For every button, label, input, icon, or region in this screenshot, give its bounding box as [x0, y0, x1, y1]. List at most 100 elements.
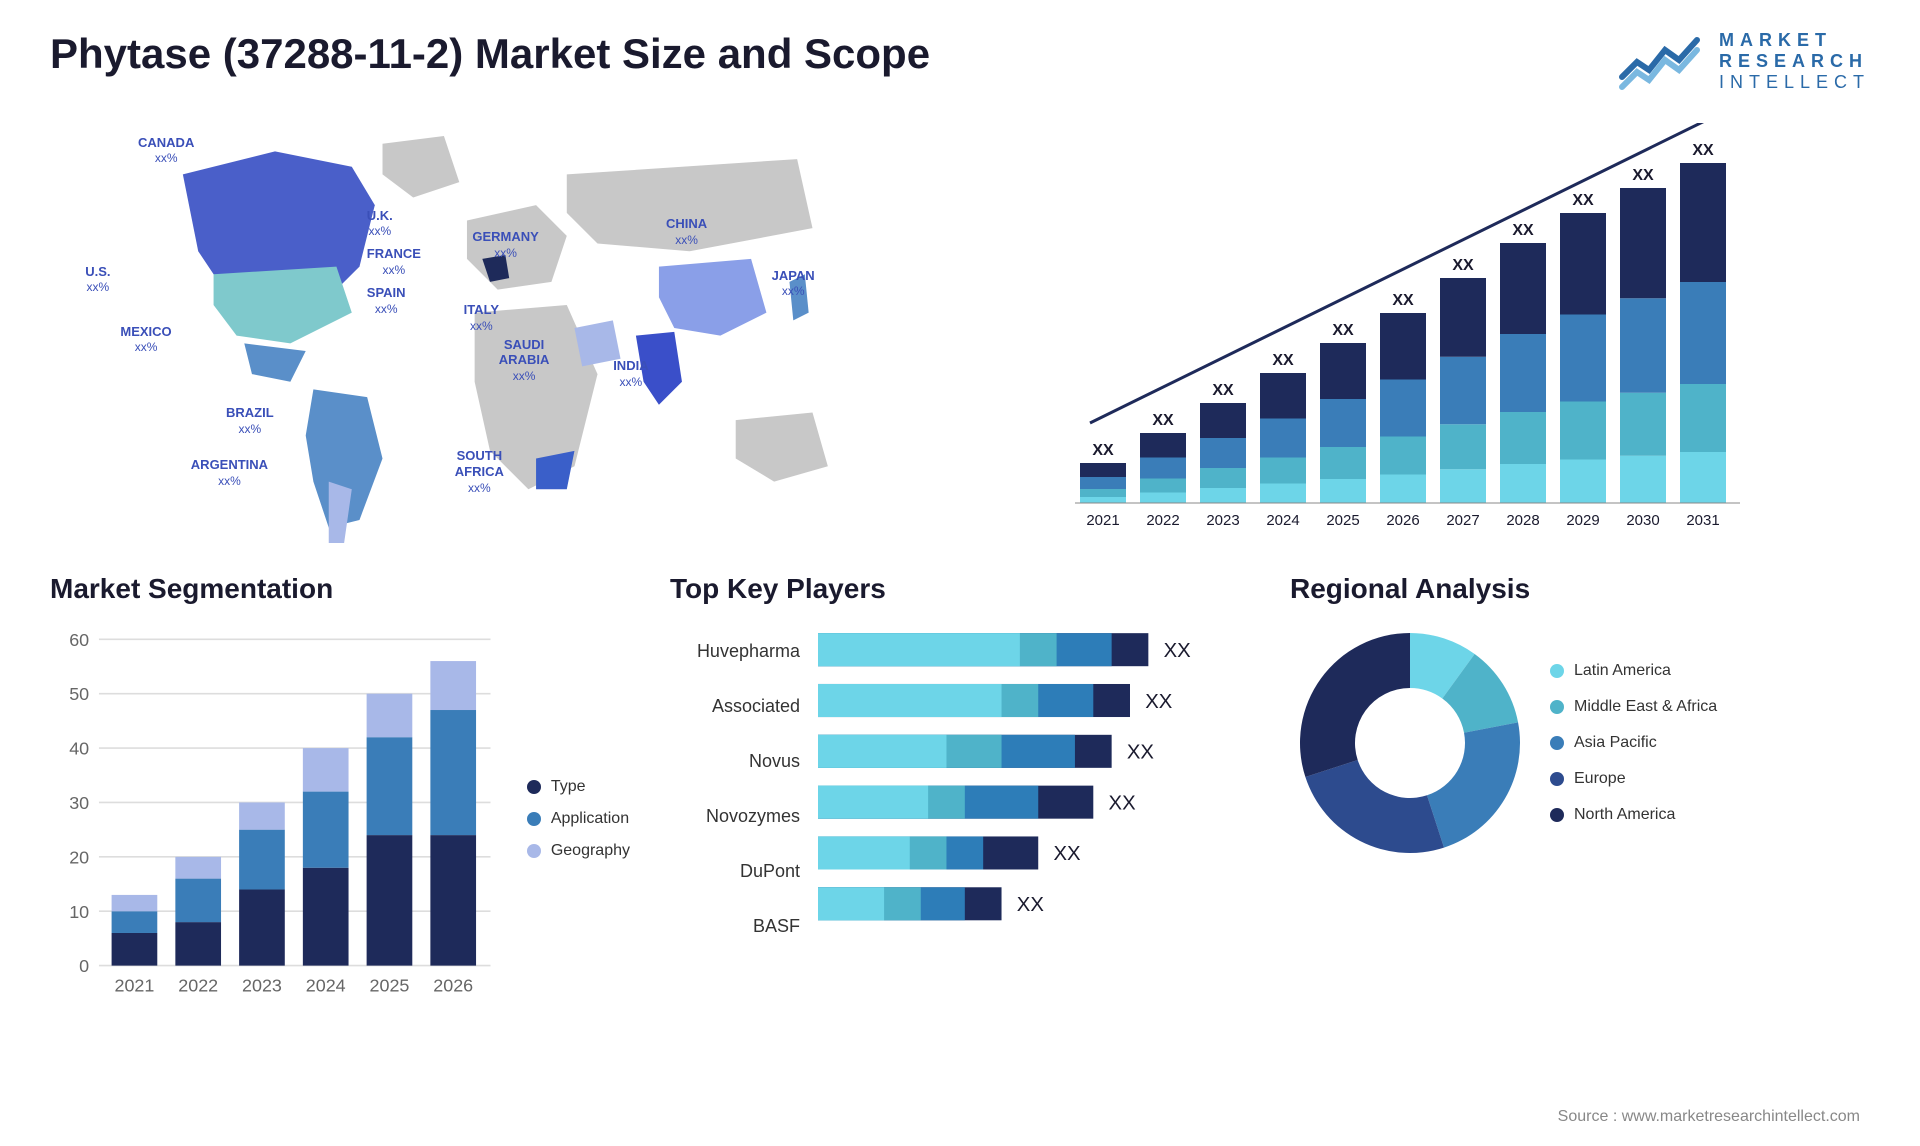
forecast-bar-value: XX — [1272, 352, 1294, 369]
legend-label: Middle East & Africa — [1574, 698, 1717, 716]
forecast-bar-seg — [1560, 213, 1606, 315]
forecast-bar-seg — [1260, 419, 1306, 458]
regional-legend-item: Latin America — [1550, 662, 1717, 680]
player-name: BASF — [670, 906, 800, 946]
forecast-bar-seg — [1620, 393, 1666, 456]
player-name: Novozymes — [670, 796, 800, 836]
regional-title: Regional Analysis — [1290, 573, 1870, 605]
legend-dot-icon — [1550, 808, 1564, 822]
forecast-bar-seg — [1680, 452, 1726, 503]
regional-legend: Latin America Middle East & Africa Asia Pa… — [1550, 662, 1717, 824]
forecast-bar-seg — [1680, 163, 1726, 282]
seg-bar-seg — [239, 802, 285, 829]
forecast-bar-value: XX — [1152, 412, 1174, 429]
map-region-china — [659, 259, 767, 336]
map-label-u-s-: U.S.xx% — [85, 264, 110, 295]
legend-label: Asia Pacific — [1574, 734, 1657, 752]
legend-label: Europe — [1574, 770, 1626, 788]
ytick-label: 30 — [69, 793, 89, 813]
ytick-label: 60 — [69, 630, 89, 650]
players-chart-svg: XXXXXXXXXXXX — [818, 623, 1250, 953]
forecast-bar-seg — [1380, 437, 1426, 475]
logo-line1: MARKET — [1719, 30, 1870, 51]
seg-bar-seg — [112, 933, 158, 966]
forecast-bar-seg — [1320, 343, 1366, 399]
seg-year-label: 2025 — [370, 976, 410, 996]
forecast-bar-seg — [1500, 334, 1546, 412]
player-name: Novus — [670, 741, 800, 781]
logo-mark-icon — [1617, 32, 1707, 92]
map-region-australia — [736, 412, 828, 481]
seg-year-label: 2023 — [242, 976, 282, 996]
regional-legend-item: Asia Pacific — [1550, 734, 1717, 752]
map-label-india: INDIAxx% — [613, 358, 648, 389]
ytick-label: 20 — [69, 847, 89, 867]
legend-label: Geography — [551, 842, 630, 860]
seg-bar-seg — [239, 830, 285, 890]
forecast-bar-seg — [1620, 298, 1666, 393]
legend-label: Type — [551, 778, 586, 796]
legend-dot-icon — [1550, 736, 1564, 750]
forecast-year-label: 2029 — [1566, 512, 1599, 529]
seg-year-label: 2022 — [178, 976, 218, 996]
map-label-brazil: BRAZILxx% — [226, 405, 274, 436]
seg-bar-seg — [239, 889, 285, 965]
forecast-bar-value: XX — [1632, 167, 1654, 184]
forecast-bar-seg — [1680, 282, 1726, 384]
player-bar-seg — [818, 735, 946, 768]
map-region-usa — [214, 267, 352, 344]
forecast-bar-seg — [1080, 497, 1126, 503]
forecast-bar-seg — [1500, 412, 1546, 464]
forecast-bar-value: XX — [1452, 257, 1474, 274]
forecast-bar-value: XX — [1572, 192, 1594, 209]
seg-bar-seg — [303, 792, 349, 868]
legend-dot-icon — [527, 844, 541, 858]
forecast-bar-value: XX — [1392, 292, 1414, 309]
forecast-bar-seg — [1620, 188, 1666, 298]
player-bar-seg — [818, 684, 1002, 717]
players-panel: Top Key Players HuvepharmaAssociatedNovu… — [670, 573, 1250, 1015]
seg-legend-item: Geography — [527, 842, 630, 860]
logo-line3: INTELLECT — [1719, 72, 1870, 93]
forecast-year-label: 2030 — [1626, 512, 1659, 529]
forecast-bar-seg — [1680, 384, 1726, 452]
forecast-chart-panel: XX2021XX2022XX2023XX2024XX2025XX2026XX20… — [970, 113, 1870, 543]
seg-year-label: 2026 — [433, 976, 473, 996]
regional-donut-svg — [1290, 623, 1530, 863]
forecast-bar-seg — [1200, 468, 1246, 488]
regional-legend-item: North America — [1550, 806, 1717, 824]
segmentation-legend: Type Application Geography — [527, 623, 630, 1015]
map-label-south-africa: SOUTHAFRICAxx% — [455, 448, 504, 495]
forecast-bar-value: XX — [1212, 382, 1234, 399]
forecast-bar-seg — [1140, 493, 1186, 504]
seg-bar-seg — [303, 748, 349, 792]
segmentation-chart-svg: 0102030405060202120222023202420252026 — [50, 623, 507, 1015]
players-title: Top Key Players — [670, 573, 1250, 605]
world-map-panel: CANADAxx%U.S.xx%MEXICOxx%BRAZILxx%ARGENT… — [50, 113, 930, 543]
seg-legend-item: Application — [527, 810, 630, 828]
donut-slice — [1427, 722, 1520, 847]
forecast-bar-seg — [1140, 433, 1186, 458]
forecast-bar-seg — [1080, 477, 1126, 489]
seg-bar-seg — [430, 710, 476, 835]
forecast-year-label: 2027 — [1446, 512, 1479, 529]
brand-logo: MARKET RESEARCH INTELLECT — [1617, 30, 1870, 93]
source-attribution: Source : www.marketresearchintellect.com — [1558, 1108, 1860, 1126]
map-label-japan: JAPANxx% — [772, 268, 815, 299]
legend-label: Application — [551, 810, 629, 828]
forecast-year-label: 2024 — [1266, 512, 1299, 529]
forecast-year-label: 2028 — [1506, 512, 1539, 529]
forecast-bar-seg — [1140, 458, 1186, 479]
forecast-chart-svg: XX2021XX2022XX2023XX2024XX2025XX2026XX20… — [980, 123, 1860, 543]
player-bar-value: XX — [1109, 792, 1137, 814]
legend-dot-icon — [1550, 772, 1564, 786]
map-region-greenland — [383, 136, 460, 197]
forecast-bar-seg — [1140, 479, 1186, 493]
forecast-bar-seg — [1320, 479, 1366, 503]
forecast-year-label: 2022 — [1146, 512, 1179, 529]
forecast-year-label: 2031 — [1686, 512, 1719, 529]
forecast-bar-seg — [1500, 243, 1546, 334]
ytick-label: 0 — [79, 956, 89, 976]
player-bar-value: XX — [1127, 742, 1155, 764]
map-label-saudi-arabia: SAUDIARABIAxx% — [499, 337, 550, 384]
